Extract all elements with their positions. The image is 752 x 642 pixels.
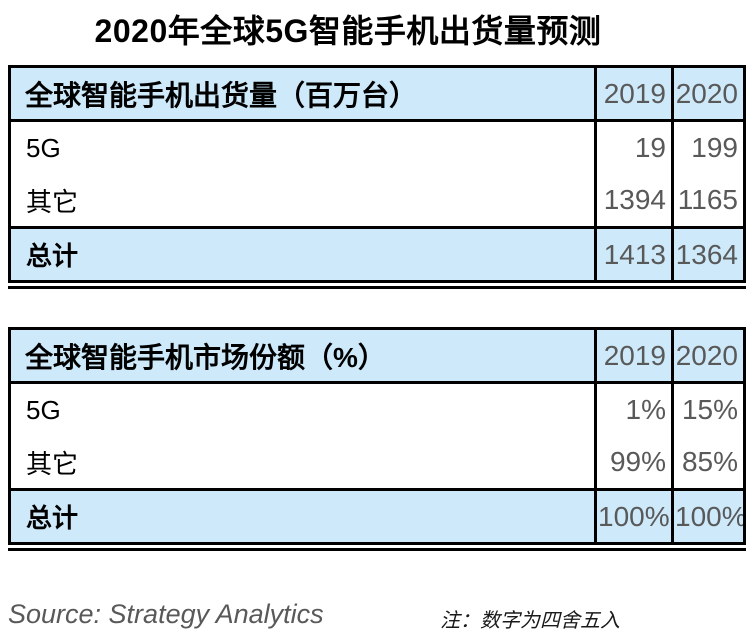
share-col-2019: 2019	[594, 327, 674, 384]
share-table-header-row: 全球智能手机市场份额（%） 2019 2020	[8, 327, 746, 384]
total-2020: 1364	[671, 226, 746, 289]
table-row: 5G 19 199	[8, 119, 746, 174]
value-2020: 1165	[671, 174, 746, 229]
table-row: 其它 1394 1165	[8, 174, 746, 229]
source-attribution: Source: Strategy Analytics	[8, 599, 324, 629]
shipments-table-header-row: 全球智能手机出货量（百万台） 2019 2020	[8, 65, 746, 122]
rounding-note: 注：数字为四舍五入	[440, 610, 620, 632]
total-2020: 100%	[671, 488, 746, 551]
value-2019: 99%	[594, 436, 674, 491]
row-label: 5G	[8, 381, 597, 436]
share-col-2020: 2020	[671, 327, 746, 384]
total-2019: 1413	[594, 226, 674, 289]
total-label: 总计	[8, 488, 597, 551]
share-table-title: 全球智能手机市场份额（%）	[8, 327, 597, 384]
page-title: 2020年全球5G智能手机出货量预测	[94, 13, 602, 49]
table-row: 其它 99% 85%	[8, 436, 746, 491]
row-label: 其它	[8, 174, 597, 229]
shipments-table-title: 全球智能手机出货量（百万台）	[8, 65, 597, 122]
market-share-table: 全球智能手机市场份额（%） 2019 2020 5G 1% 15% 其它 99%…	[8, 327, 746, 551]
total-2019: 100%	[594, 488, 674, 551]
table-row: 5G 1% 15%	[8, 381, 746, 436]
total-row: 总计 100% 100%	[8, 488, 746, 551]
value-2019: 1%	[594, 381, 674, 436]
value-2019: 1394	[594, 174, 674, 229]
row-label: 5G	[8, 119, 597, 174]
row-label: 其它	[8, 436, 597, 491]
value-2020: 15%	[671, 381, 746, 436]
shipments-col-2020: 2020	[671, 65, 746, 122]
value-2019: 19	[594, 119, 674, 174]
shipments-table: 全球智能手机出货量（百万台） 2019 2020 5G 19 199 其它 13…	[8, 65, 746, 289]
value-2020: 85%	[671, 436, 746, 491]
total-label: 总计	[8, 226, 597, 289]
shipments-col-2019: 2019	[594, 65, 674, 122]
total-row: 总计 1413 1364	[8, 226, 746, 289]
value-2020: 199	[671, 119, 746, 174]
